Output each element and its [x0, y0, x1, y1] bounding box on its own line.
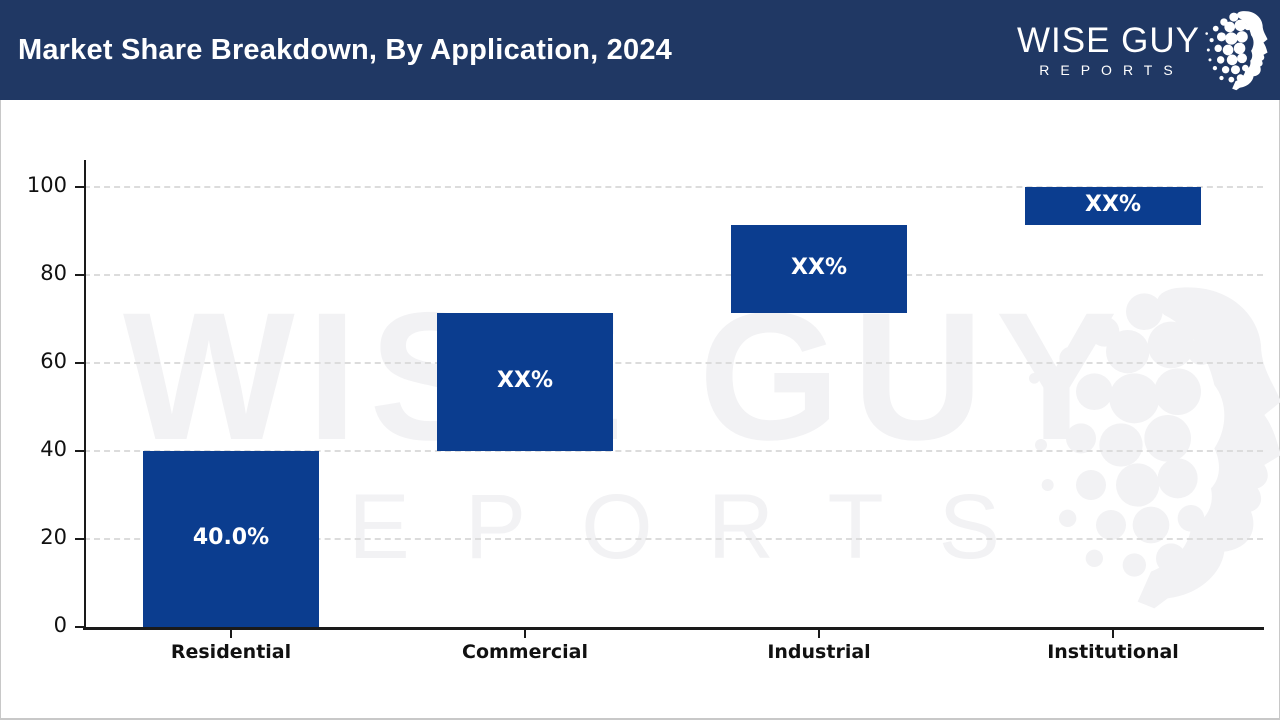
y-tick-mark [75, 450, 84, 452]
chart-title: Market Share Breakdown, By Application, … [18, 33, 672, 66]
dotted-head-icon [1205, 11, 1268, 91]
y-tick-mark [75, 186, 84, 188]
gridline [84, 362, 1263, 364]
y-axis-line [84, 160, 86, 629]
gridline [84, 274, 1263, 276]
gridline [84, 538, 1263, 540]
y-tick-label: 60 [40, 349, 67, 373]
brand-wordmark: WISE GUY REPORTS [1017, 23, 1200, 78]
y-tick-label: 0 [53, 613, 67, 637]
gridline [84, 186, 1263, 188]
x-axis-line [83, 627, 1264, 630]
y-tick-mark [75, 274, 84, 276]
brand-logo: WISE GUY REPORTS [1017, 6, 1270, 94]
y-tick-mark [75, 626, 84, 628]
bar [1025, 187, 1201, 225]
bar-value-label: XX% [791, 254, 847, 280]
x-tick-mark [1112, 630, 1114, 638]
bar [143, 451, 319, 627]
brand-subtitle: REPORTS [1039, 61, 1184, 78]
x-category-label: Residential [170, 641, 292, 663]
x-tick-mark [818, 630, 820, 638]
x-tick-mark [230, 630, 232, 638]
bar-value-label: XX% [497, 367, 553, 393]
x-category-label: Commercial [462, 641, 588, 663]
header-bar: Market Share Breakdown, By Application, … [0, 0, 1280, 100]
y-tick-mark [75, 538, 84, 540]
y-tick-label: 40 [40, 437, 67, 461]
x-tick-mark [524, 630, 526, 638]
x-category-label: Industrial [767, 641, 871, 663]
y-tick-mark [75, 362, 84, 364]
bar-value-label: XX% [1085, 191, 1141, 217]
x-category-label: Institutional [1047, 641, 1179, 663]
gridline [84, 450, 1263, 452]
y-tick-label: 80 [40, 261, 67, 285]
bar-value-label: 40.0% [192, 525, 270, 550]
brand-name: WISE GUY [1016, 20, 1200, 60]
y-tick-label: 100 [26, 173, 67, 197]
bar [437, 312, 613, 451]
bar [731, 224, 907, 313]
y-tick-label: 20 [40, 525, 67, 549]
chart-area: WISE GUY REPORTS 0 20 40 60 80 100 40.0% Reside… [0, 100, 1280, 720]
